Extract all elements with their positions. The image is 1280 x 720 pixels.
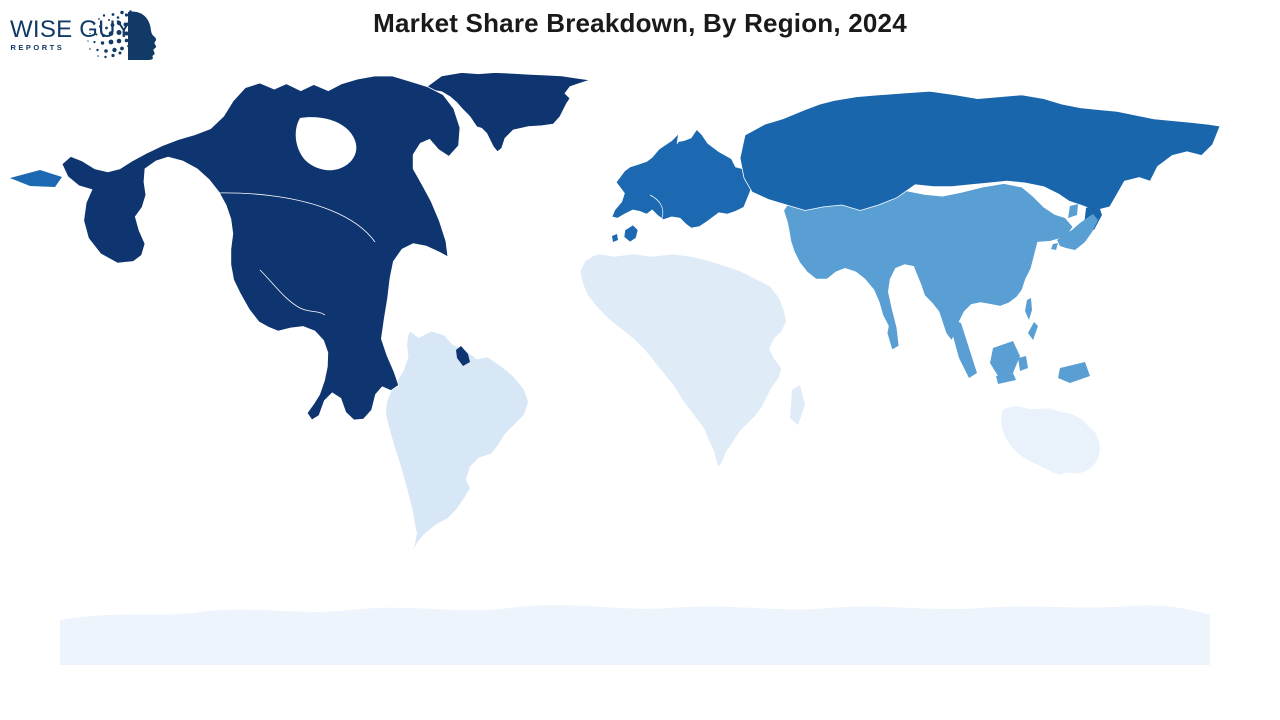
svg-text:REPORTS: REPORTS	[11, 43, 65, 52]
